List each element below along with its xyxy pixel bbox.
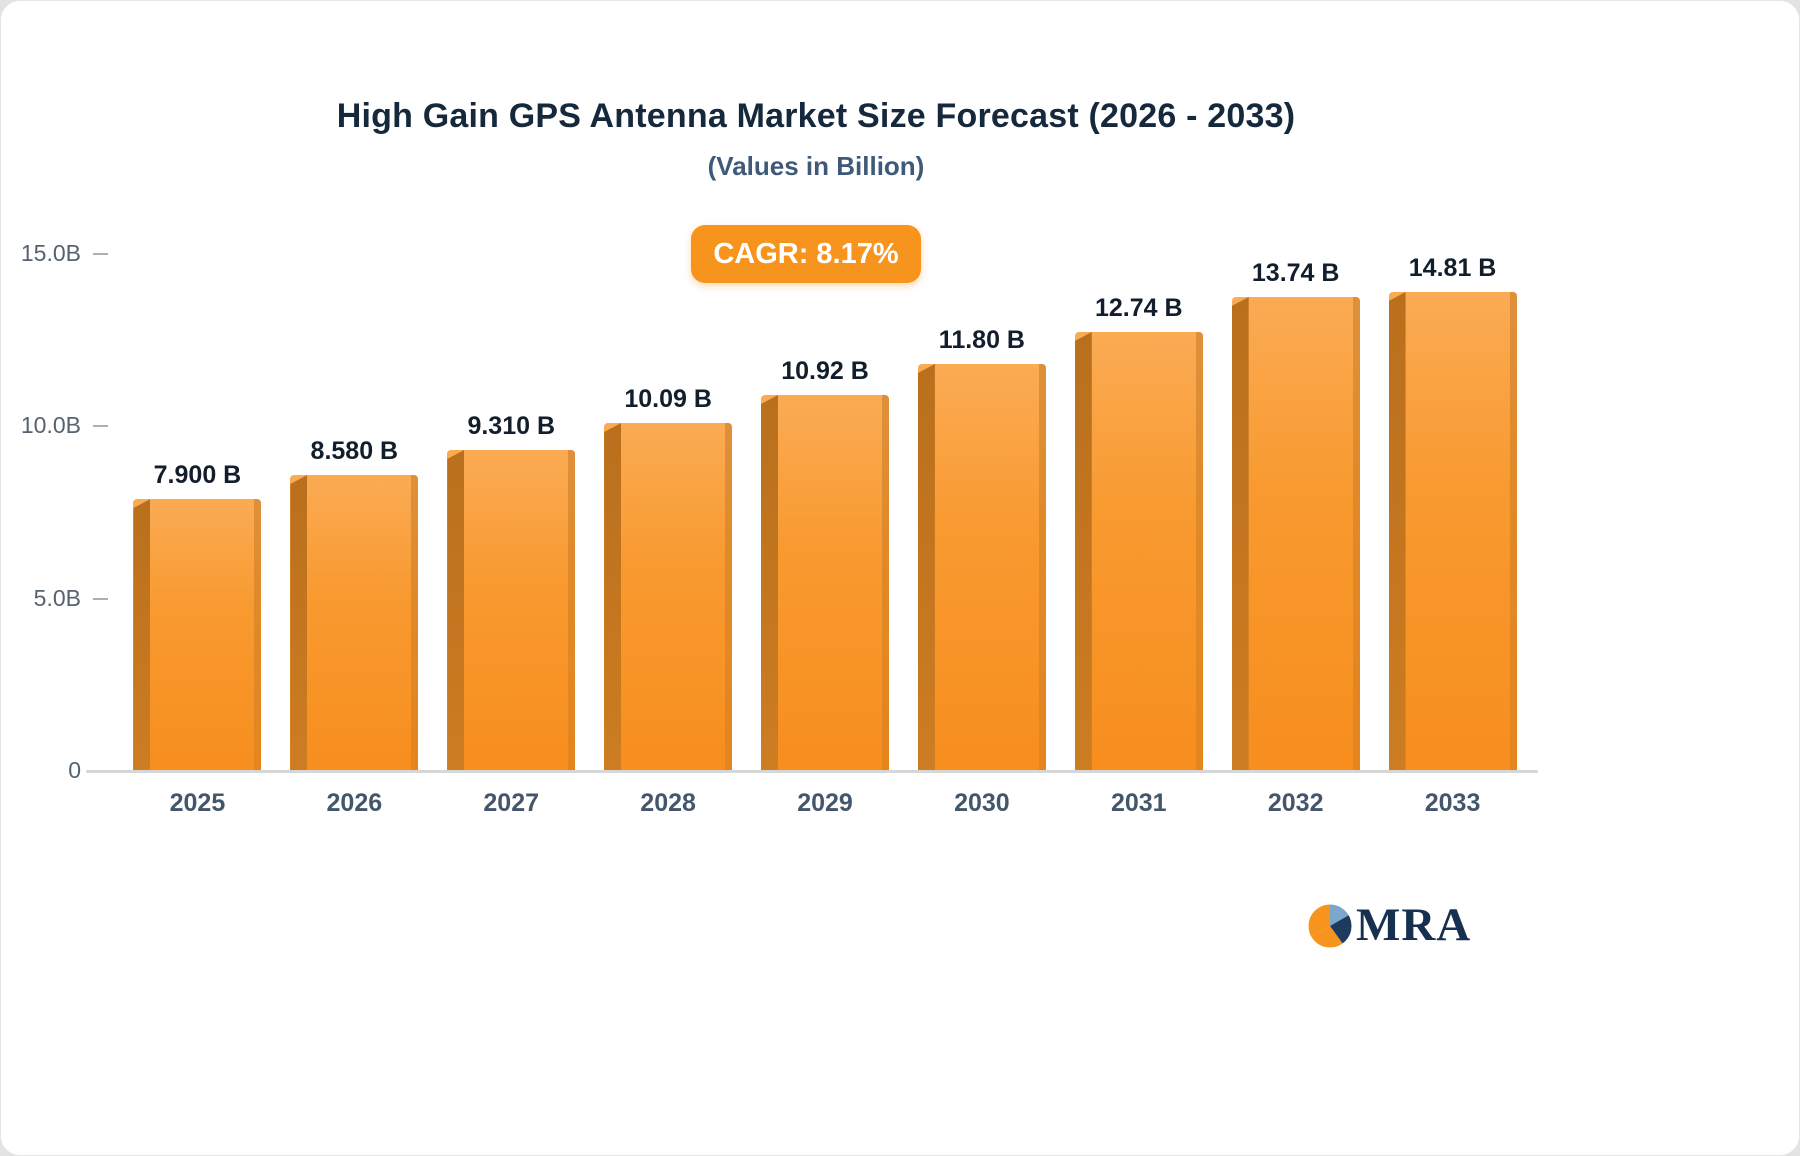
x-axis-label: 2028 <box>640 789 696 817</box>
bar-group: 11.80 B 2030 <box>903 254 1060 817</box>
bar <box>604 423 733 771</box>
x-axis-label: 2031 <box>1110 789 1167 817</box>
bar-value-label: 13.74 B <box>1251 259 1340 287</box>
bar-group: 12.74 B 2031 <box>1060 254 1217 817</box>
bar-side-face <box>1074 332 1092 771</box>
bar-side-face <box>290 475 308 771</box>
chart-title: High Gain GPS Antenna Market Size Foreca… <box>336 97 1296 135</box>
mra-logo-pie-icon <box>1307 903 1353 949</box>
bar-group: 10.09 B 2028 <box>590 254 747 817</box>
bar-group: 14.81 B 2033 <box>1374 254 1531 817</box>
bar-value-label: 12.74 B <box>1095 294 1183 322</box>
bar <box>917 364 1046 771</box>
bar-back-edge <box>568 450 576 771</box>
bar <box>1074 332 1203 771</box>
bar <box>133 499 262 771</box>
bars-layer: 7.900 B 2025 8.580 B 2026 9.310 B 2027 10.09 B… <box>119 254 1531 817</box>
bar-value-label: 10.09 B <box>624 385 712 413</box>
x-axis-label: 2032 <box>1267 789 1324 817</box>
bar-side-face <box>447 450 465 771</box>
bar-back-edge <box>1352 297 1360 771</box>
x-axis-label: 2033 <box>1424 789 1481 817</box>
bar <box>1231 297 1360 771</box>
bar-value-label: 11.80 B <box>938 326 1025 354</box>
bar-group: 8.580 B 2026 <box>276 254 433 817</box>
x-axis-label: 2026 <box>326 789 383 817</box>
y-tick-label: 15.0B <box>20 240 81 266</box>
bar <box>447 450 576 771</box>
y-tick-mark <box>93 253 108 255</box>
bar-value-label: 10.92 B <box>781 357 869 385</box>
bar <box>1388 292 1517 771</box>
bar-value-label: 7.900 B <box>153 461 242 489</box>
bar-value-label: 14.81 B <box>1408 254 1497 282</box>
bar-side-face <box>133 499 151 771</box>
bar-group: 13.74 B 2032 <box>1217 254 1374 817</box>
bar-back-edge <box>1038 364 1046 771</box>
y-axis: 0 5.0B 10.0B 15.0B <box>1 240 119 783</box>
bar <box>290 475 419 771</box>
x-axis-label: 2025 <box>169 789 226 817</box>
mra-logo-text: MRA <box>1356 899 1472 951</box>
bar <box>761 395 889 771</box>
bar-value-label: 8.580 B <box>310 437 399 465</box>
y-tick-label: 0 <box>68 757 81 783</box>
bar-side-face <box>917 364 935 771</box>
bar-side-face <box>761 395 778 771</box>
bar-side-face <box>1388 292 1406 771</box>
bar-back-edge <box>411 475 419 771</box>
y-tick-mark <box>93 597 108 600</box>
bar-back-edge <box>1509 292 1517 771</box>
bar-group: 7.900 B 2025 <box>119 254 276 817</box>
y-tick-label: 10.0B <box>20 412 81 439</box>
bar-group: 10.92 B 2029 <box>747 254 904 817</box>
cagr-badge-label: CAGR: 8.17% <box>713 237 899 270</box>
bar-group: 9.310 B 2027 <box>433 254 590 817</box>
bar-back-edge <box>725 423 733 771</box>
cagr-badge: CAGR: 8.17% <box>691 225 921 283</box>
x-axis-label: 2029 <box>797 789 853 817</box>
bar-back-edge <box>882 395 889 771</box>
bar-back-edge <box>254 499 262 771</box>
x-axis-label: 2027 <box>483 789 540 817</box>
chart-subtitle: (Values in Billion) <box>707 151 925 181</box>
bar-side-face <box>1231 297 1249 771</box>
mra-logo: MRA <box>1307 902 1471 949</box>
bar-value-label: 9.310 B <box>467 412 555 440</box>
x-axis-label: 2030 <box>954 789 1010 817</box>
y-tick-mark <box>93 425 108 428</box>
x-axis-line <box>86 770 1538 773</box>
bar-side-face <box>604 423 622 771</box>
y-tick-label: 5.0B <box>33 584 81 611</box>
bar-back-edge <box>1195 332 1203 771</box>
